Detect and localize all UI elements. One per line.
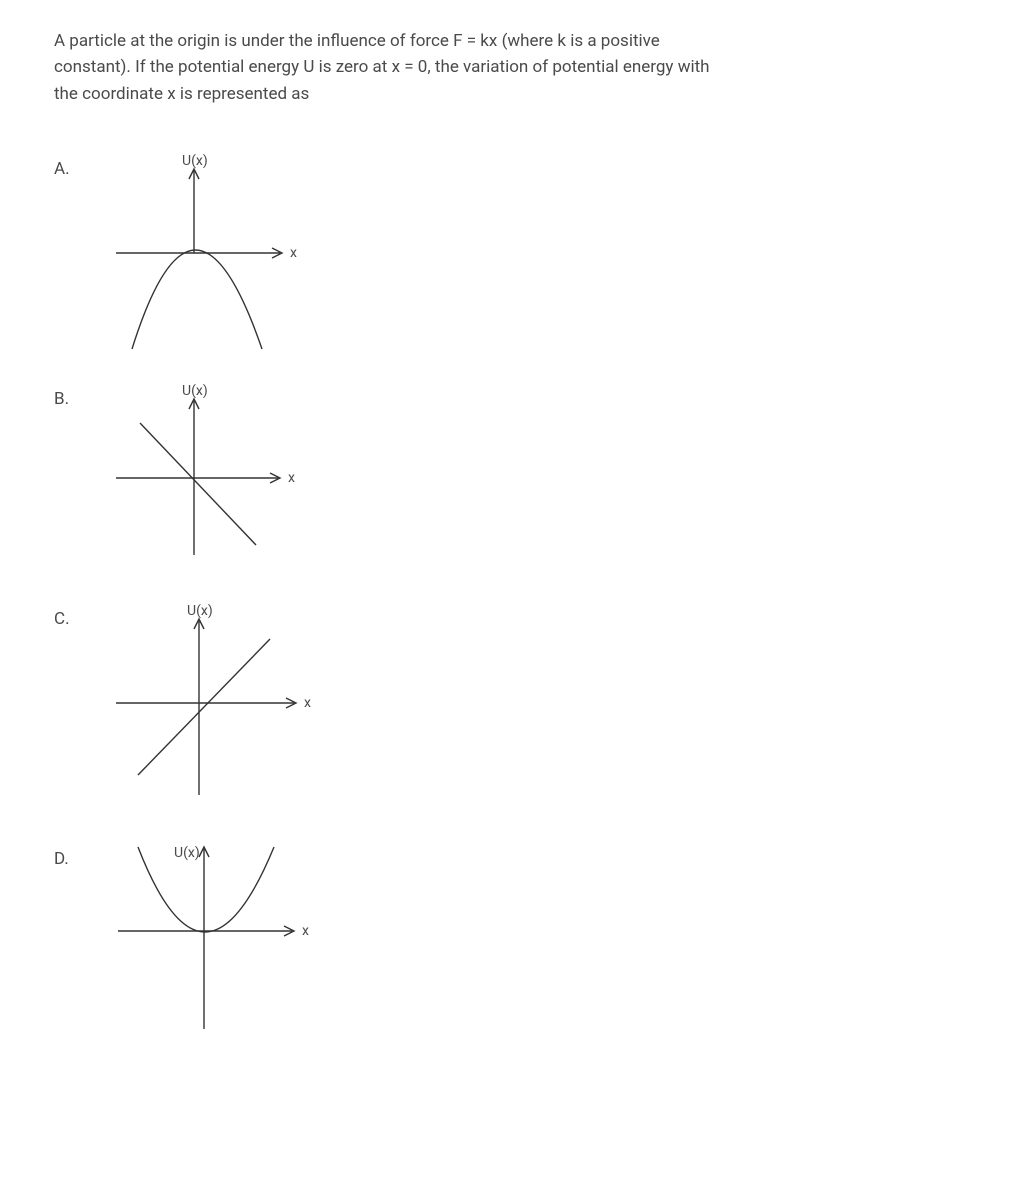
graph-a: U(x) x [94,153,304,353]
ylabel: U(x) [182,153,208,169]
ylabel: U(x) [187,603,213,619]
option-c: C. U(x) x [54,603,1024,813]
option-label: B. [54,383,94,409]
graph-d: U(x) x [94,843,324,1043]
xlabel: x [302,923,309,939]
option-label: A. [54,153,94,179]
graph-c: U(x) x [94,603,324,813]
option-d: D. U(x) x [54,843,1024,1043]
xlabel: x [290,245,297,261]
graph-b: U(x) x [94,383,304,573]
xlabel: x [304,695,311,711]
option-label: D. [54,843,94,869]
ylabel: U(x) [182,383,208,399]
question-text: A particle at the origin is under the in… [54,28,734,107]
xlabel: x [288,470,295,486]
option-b: B. U(x) x [54,383,1024,573]
option-label: C. [54,603,94,629]
ylabel: U(x) [174,845,200,861]
option-a: A. U(x) x [54,153,1024,353]
